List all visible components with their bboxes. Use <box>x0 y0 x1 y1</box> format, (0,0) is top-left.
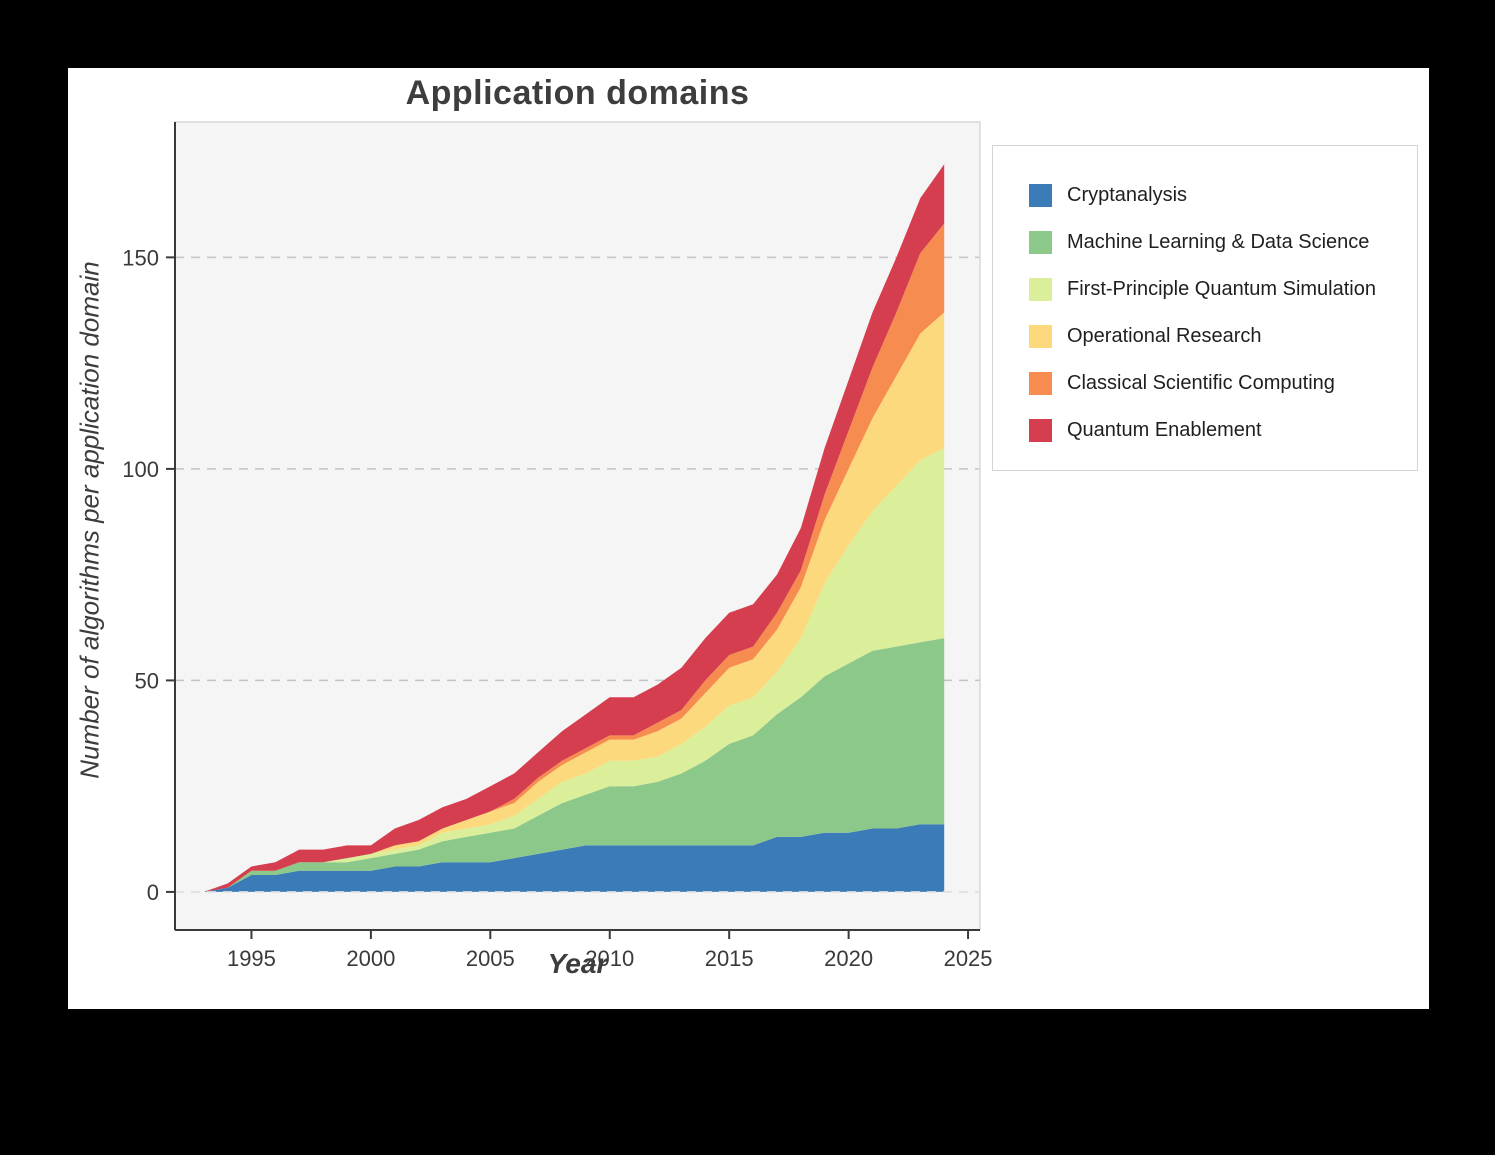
legend-item-first-principle-quantum-simulation: First-Principle Quantum Simulation <box>1029 266 1417 313</box>
area-machine-learning-data-science <box>203 638 945 892</box>
y-tick-label-100: 100 <box>122 457 159 482</box>
legend-item-cryptanalysis: Cryptanalysis <box>1029 172 1417 219</box>
area-classical-scientific-computing <box>203 223 945 892</box>
y-tick-label-150: 150 <box>122 245 159 270</box>
legend-item-machine-learning-data-science: Machine Learning & Data Science <box>1029 219 1417 266</box>
legend-label-machine-learning-data-science: Machine Learning & Data Science <box>1067 231 1370 253</box>
y-tick-label-50: 50 <box>135 668 159 693</box>
legend-label-quantum-enablement: Quantum Enablement <box>1067 419 1262 441</box>
y-tick-label-0: 0 <box>147 880 159 905</box>
chart-title: Application domains <box>405 74 750 112</box>
legend: Cryptanalysis Machine Learning & Data Sci… <box>992 145 1418 471</box>
x-tick-label-2000: 2000 <box>346 946 395 971</box>
area-quantum-enablement <box>203 164 945 892</box>
area-cryptanalysis <box>203 824 945 892</box>
stacked-area-chart: 1995 2000 2005 2010 2015 2020 2025 0 50 100 150 <box>122 121 993 971</box>
chart-card: 1995 2000 2005 2010 2015 2020 2025 0 50 100 150 Ap… <box>68 68 1429 1009</box>
legend-swatch-first-principle-quantum-simulation <box>1029 278 1052 301</box>
x-tick-label-2005: 2005 <box>466 946 515 971</box>
legend-swatch-classical-scientific-computing <box>1029 372 1052 395</box>
legend-item-quantum-enablement: Quantum Enablement <box>1029 407 1417 454</box>
legend-item-classical-scientific-computing: Classical Scientific Computing <box>1029 360 1417 407</box>
legend-item-operational-research: Operational Research <box>1029 313 1417 360</box>
x-axis-title: Year <box>547 948 608 979</box>
legend-label-cryptanalysis: Cryptanalysis <box>1067 184 1188 206</box>
area-first-principle-quantum-simulation <box>203 447 945 892</box>
legend-swatch-machine-learning-data-science <box>1029 231 1052 254</box>
area-operational-research <box>203 312 945 892</box>
x-tick-label-2010: 2010 <box>585 946 634 971</box>
legend-swatch-cryptanalysis <box>1029 184 1052 207</box>
x-tick-label-2025: 2025 <box>944 946 993 971</box>
legend-label-classical-scientific-computing: Classical Scientific Computing <box>1067 372 1335 394</box>
legend-label-operational-research: Operational Research <box>1067 325 1262 347</box>
x-tick-label-2020: 2020 <box>824 946 873 971</box>
legend-swatch-operational-research <box>1029 325 1052 348</box>
x-tick-label-2015: 2015 <box>705 946 754 971</box>
legend-swatch-quantum-enablement <box>1029 419 1052 442</box>
y-axis-title: Number of algorithms per application dom… <box>74 261 105 779</box>
x-tick-label-1995: 1995 <box>227 946 276 971</box>
legend-label-first-principle-quantum-simulation: First-Principle Quantum Simulation <box>1067 278 1376 300</box>
